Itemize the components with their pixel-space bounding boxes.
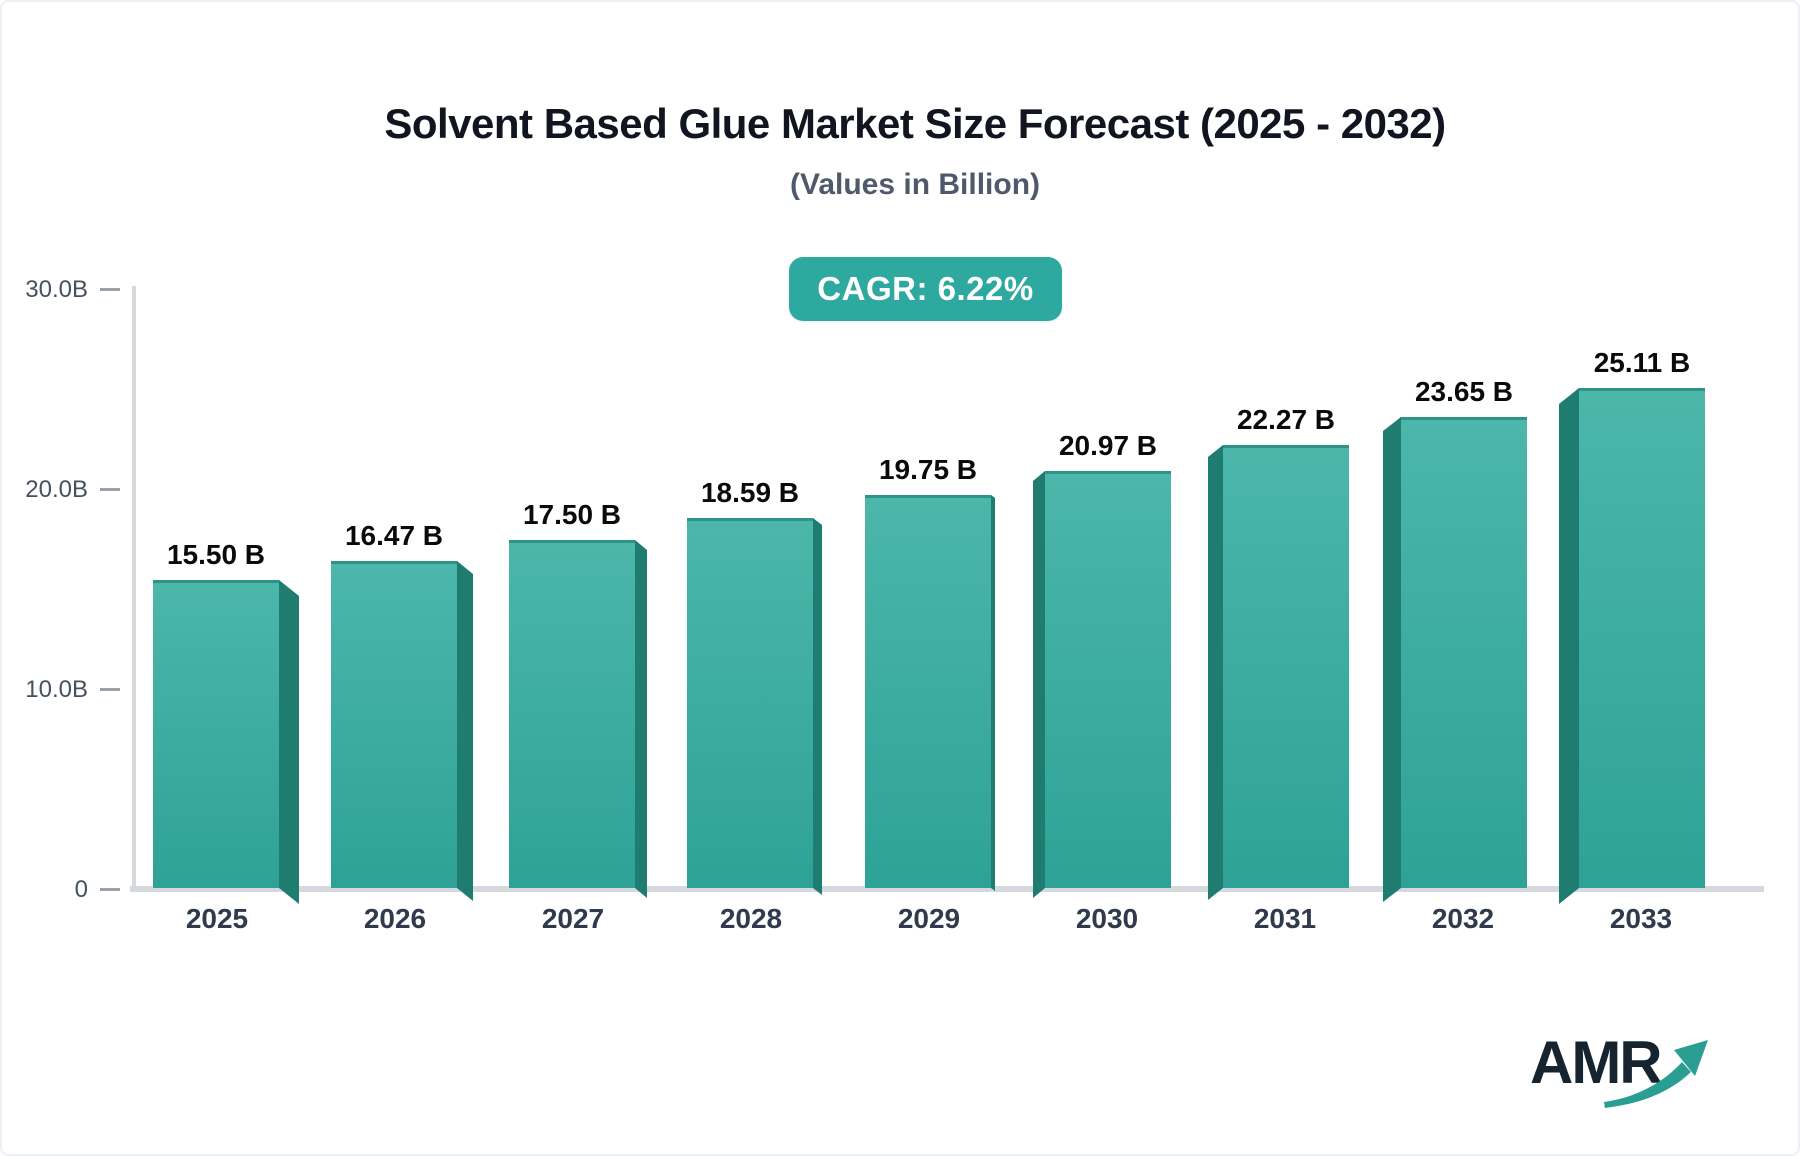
x-axis-label-2026: 2026 bbox=[363, 903, 427, 934]
bar-2026 bbox=[331, 561, 457, 888]
x-axis-label-2029: 2029 bbox=[897, 903, 961, 934]
bar-side-face bbox=[1559, 388, 1579, 904]
bar-value-label: 22.27 B bbox=[1236, 404, 1336, 435]
x-axis-label-2030: 2030 bbox=[1075, 903, 1139, 934]
x-axis-label-2033: 2033 bbox=[1609, 903, 1673, 934]
cagr-badge: CAGR: 6.22% bbox=[789, 257, 1062, 321]
cagr-label: CAGR: 6.22% bbox=[817, 270, 1034, 307]
bar-value-label: 23.65 B bbox=[1414, 376, 1514, 407]
bar-2032 bbox=[1401, 417, 1527, 888]
bar-side-face bbox=[279, 580, 299, 904]
bar-2027 bbox=[509, 540, 635, 888]
amr-logo: AMR bbox=[1530, 1032, 1730, 1118]
y-axis-tick-label: 20.0B bbox=[25, 476, 88, 503]
y-axis-tick bbox=[100, 888, 120, 891]
x-axis-label-2027: 2027 bbox=[541, 903, 605, 934]
bar-2030 bbox=[1045, 471, 1171, 888]
growth-arrow-icon bbox=[1604, 1040, 1708, 1108]
bar-value-label: 17.50 B bbox=[522, 499, 622, 530]
bar-side-face bbox=[1208, 445, 1223, 900]
y-axis-tick bbox=[100, 688, 120, 691]
chart-subtitle: (Values in Billion) bbox=[789, 168, 1041, 201]
y-axis-tick-label: 10.0B bbox=[25, 676, 88, 703]
x-axis-label-2032: 2032 bbox=[1431, 903, 1495, 934]
bar-side-face bbox=[1033, 471, 1045, 898]
bar-2033 bbox=[1579, 388, 1705, 888]
y-axis-tick bbox=[100, 488, 120, 491]
x-axis-label-2031: 2031 bbox=[1253, 903, 1317, 934]
amr-logo-text: AMR bbox=[1530, 1029, 1663, 1096]
bar-value-label: 20.97 B bbox=[1058, 430, 1158, 461]
bar-side-face bbox=[457, 561, 473, 901]
x-axis-label-2028: 2028 bbox=[719, 903, 783, 934]
y-axis-tick-label: 0 bbox=[74, 876, 88, 903]
bar-value-label: 25.11 B bbox=[1593, 347, 1691, 378]
x-axis-label-2025: 2025 bbox=[185, 903, 249, 934]
chart-title: Solvent Based Glue Market Size Forecast … bbox=[384, 100, 1446, 147]
x-axis-line bbox=[130, 886, 1764, 892]
bar-2031 bbox=[1223, 445, 1349, 888]
bar-side-face bbox=[635, 540, 647, 898]
bar-side-face bbox=[1383, 417, 1401, 902]
y-axis-line bbox=[132, 286, 136, 887]
bar-value-label: 15.50 B bbox=[166, 539, 266, 570]
y-axis-tick bbox=[100, 288, 120, 291]
bar-2029 bbox=[865, 495, 991, 888]
bar-2025 bbox=[153, 580, 279, 888]
bar-value-label: 18.59 B bbox=[700, 477, 800, 508]
bar-value-label: 16.47 B bbox=[344, 520, 444, 551]
bar-side-face bbox=[813, 518, 822, 895]
bar-2028 bbox=[687, 518, 813, 888]
y-axis-tick-label: 30.0B bbox=[25, 276, 88, 303]
bar-side-face bbox=[991, 495, 995, 891]
bar-value-label: 19.75 B bbox=[878, 454, 978, 485]
